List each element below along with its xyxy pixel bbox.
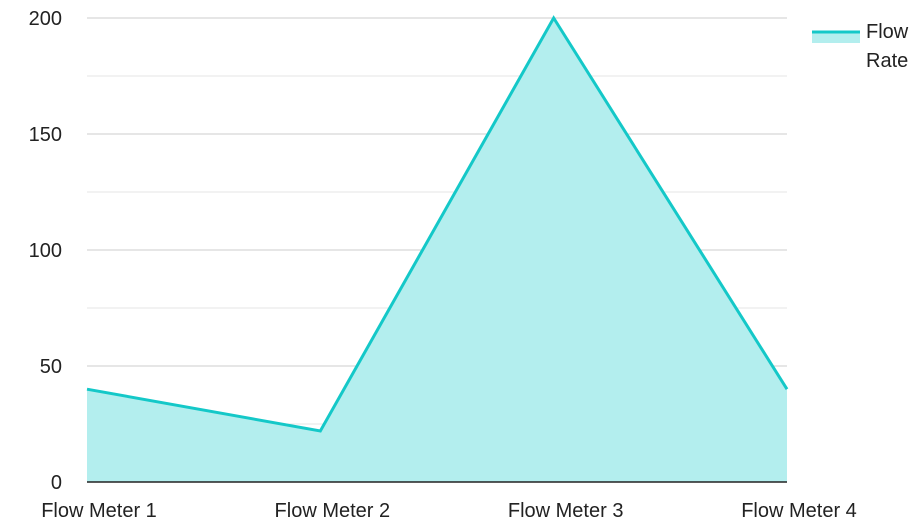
x-tick-label: Flow Meter 1	[41, 500, 157, 522]
legend-label-line: Flow	[866, 21, 909, 43]
y-tick-label: 0	[51, 472, 62, 494]
y-tick-label: 150	[29, 124, 62, 146]
y-axis-ticks: 0 50 100 150 200	[29, 8, 62, 494]
y-tick-label: 200	[29, 8, 62, 30]
legend[interactable]: Flow Rate	[812, 21, 909, 72]
x-tick-label: Flow Meter 2	[275, 500, 391, 522]
y-tick-label: 50	[40, 356, 62, 378]
legend-label: Flow Rate	[866, 21, 909, 72]
legend-label-line: Rate	[866, 50, 908, 72]
y-tick-label: 100	[29, 240, 62, 262]
x-tick-label: Flow Meter 4	[741, 500, 857, 522]
x-axis-ticks: Flow Meter 1 Flow Meter 2 Flow Meter 3 Flow…	[41, 500, 857, 522]
x-tick-label: Flow Meter 3	[508, 500, 624, 522]
